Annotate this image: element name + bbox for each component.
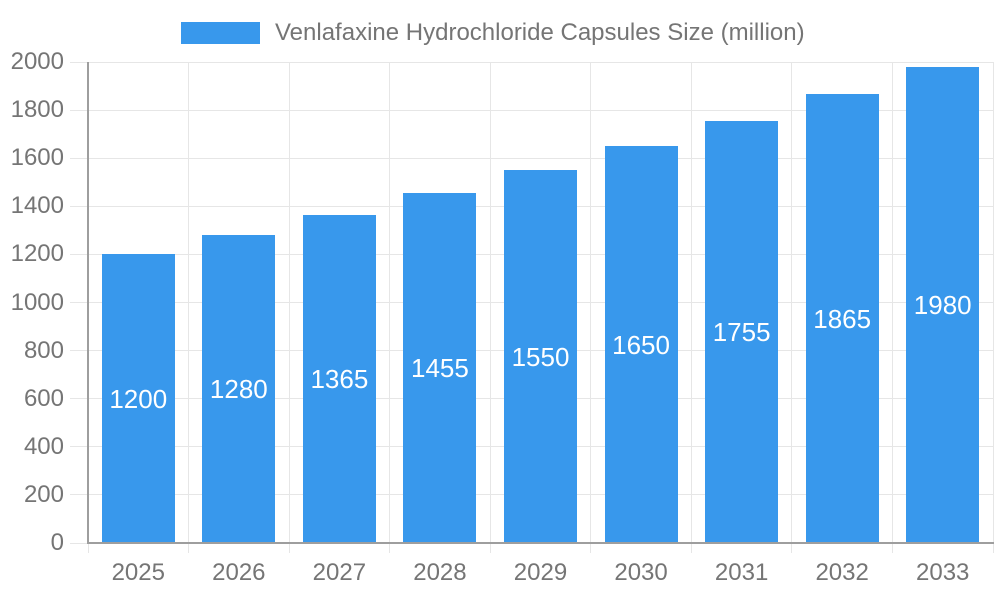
x-gridline [389,62,391,543]
bar-2031[interactable] [705,120,779,543]
x-axis-tick-label: 2028 [413,559,467,586]
bar-value-label: 1455 [411,353,469,384]
x-tick [389,543,391,553]
bar-value-label: 1550 [511,341,570,372]
x-gridline [891,62,893,543]
x-tick [288,543,290,553]
y-axis-tick-label: 1800 [10,96,64,124]
x-tick [791,543,793,553]
y-gridline [70,109,993,111]
legend-label: Venlafaxine Hydrochloride Capsules Size … [275,19,805,46]
bar-2032[interactable] [805,94,879,543]
x-tick [590,543,592,553]
x-axis-tick-label: 2033 [916,559,970,586]
y-axis-tick-label: 1200 [10,240,64,268]
bar-2030[interactable] [604,146,678,543]
y-axis-tick-label: 1600 [10,144,64,172]
x-gridline [590,62,592,543]
y-axis-tick-label: 0 [50,529,64,556]
y-axis-tick-label: 1000 [10,288,64,316]
bar-value-label: 1755 [712,316,771,347]
x-tick [188,543,190,553]
bar-2025[interactable] [101,254,175,543]
x-axis-tick-label: 2029 [513,559,568,586]
y-axis-tick-label: 800 [23,336,64,364]
legend-swatch [181,22,260,44]
x-gridline [489,62,491,543]
bar-2029[interactable] [504,170,577,543]
x-tick [489,543,491,553]
x-axis-tick-label: 2025 [111,559,165,586]
x-axis-tick-label: 2031 [714,559,769,586]
x-axis-tick-label: 2032 [815,559,869,586]
y-axis-tick-label: 400 [23,432,64,460]
x-axis-tick-label: 2026 [212,559,266,586]
bar-2026[interactable] [202,235,276,543]
y-axis-line [87,62,89,543]
y-axis-tick-label: 600 [23,384,64,412]
chart-legend[interactable]: Venlafaxine Hydrochloride Capsules Size … [181,19,805,47]
x-gridline [992,62,994,543]
x-tick [87,543,89,553]
bar-value-label: 1280 [209,374,268,405]
x-gridline [791,62,793,543]
bar-value-label: 1865 [813,303,872,334]
y-axis-tick-label: 1400 [10,192,64,220]
bar-2028[interactable] [403,193,477,543]
x-gridline [188,62,190,543]
x-gridline [690,62,692,543]
bar-2027[interactable] [302,214,376,543]
bar-value-label: 1200 [109,383,168,414]
y-axis-tick-label: 2000 [10,48,64,75]
x-tick [891,543,893,553]
bar-value-label: 1365 [310,363,369,394]
y-gridline [70,61,993,63]
x-axis-tick-label: 2027 [312,559,367,586]
y-gridline [70,157,993,159]
x-gridline [288,62,290,543]
x-tick [690,543,692,553]
x-axis-tick-label: 2030 [614,559,668,586]
x-axis-line [87,542,994,544]
bar-value-label: 1980 [913,289,972,320]
x-tick [992,543,994,553]
y-axis-tick-label: 200 [23,480,64,508]
bar-2033[interactable] [906,66,980,543]
y-tick [70,542,88,544]
bar-value-label: 1650 [612,329,670,360]
